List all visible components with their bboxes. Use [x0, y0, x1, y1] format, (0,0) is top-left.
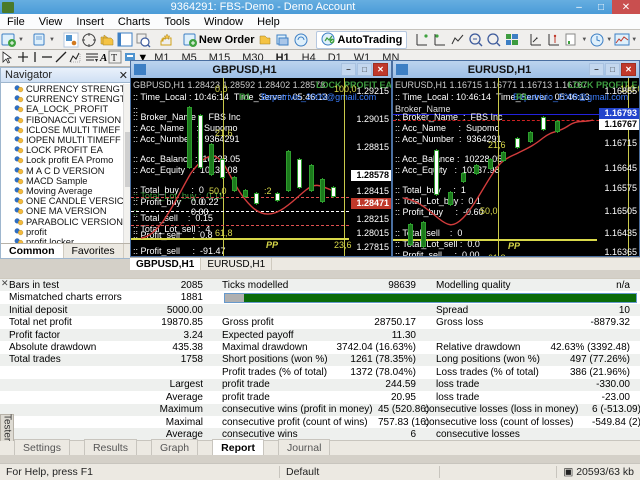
- svg-text:T: T: [111, 53, 117, 64]
